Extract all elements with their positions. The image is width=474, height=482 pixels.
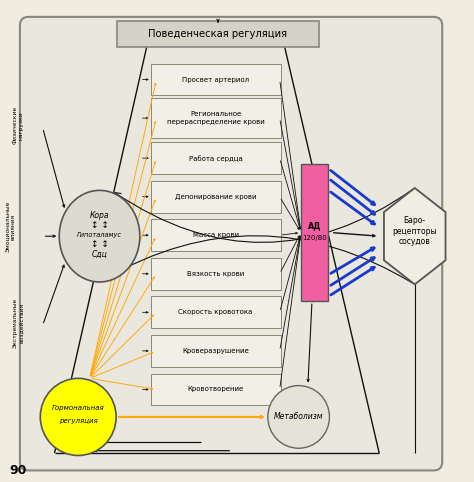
Text: Экстремальные
воздействия: Экстремальные воздействия — [13, 298, 23, 348]
Text: регуляция: регуляция — [59, 418, 98, 424]
FancyBboxPatch shape — [151, 142, 281, 174]
Text: Сдц: Сдц — [91, 250, 108, 259]
Text: Кровотворение: Кровотворение — [188, 387, 244, 392]
Text: Баро-: Баро- — [404, 216, 426, 225]
FancyBboxPatch shape — [151, 335, 281, 367]
FancyBboxPatch shape — [151, 296, 281, 328]
Text: Вязкость крови: Вязкость крови — [187, 271, 244, 277]
FancyBboxPatch shape — [117, 21, 319, 47]
Circle shape — [40, 378, 116, 455]
Text: ↕ ↕: ↕ ↕ — [91, 241, 109, 249]
Text: 90: 90 — [9, 464, 27, 477]
Text: Региональное
перераспределение крови: Региональное перераспределение крови — [167, 111, 264, 125]
Text: сосудов: сосудов — [399, 238, 430, 246]
Circle shape — [268, 386, 329, 448]
Text: Кроверазрушение: Кроверазрушение — [182, 348, 249, 354]
Text: Метаболизм: Метаболизм — [274, 413, 323, 421]
Text: Депонирование крови: Депонирование крови — [175, 194, 256, 200]
Text: рецепторы: рецепторы — [392, 227, 437, 236]
Text: Просвет артериол: Просвет артериол — [182, 77, 249, 82]
FancyBboxPatch shape — [151, 219, 281, 251]
FancyBboxPatch shape — [20, 17, 442, 470]
Text: АД: АД — [308, 221, 321, 230]
Bar — [301, 164, 328, 301]
Text: Работа сердца: Работа сердца — [189, 155, 243, 161]
FancyBboxPatch shape — [151, 181, 281, 213]
Text: Физические
нагрузки: Физические нагрузки — [13, 106, 23, 145]
FancyBboxPatch shape — [151, 98, 281, 138]
Text: Кора: Кора — [90, 212, 109, 220]
FancyBboxPatch shape — [151, 64, 281, 95]
Polygon shape — [384, 188, 446, 284]
Text: Эмоциональные
влияния: Эмоциональные влияния — [5, 201, 16, 252]
Text: Масса крови: Масса крови — [192, 232, 239, 238]
Text: Скорость кровотока: Скорость кровотока — [179, 309, 253, 315]
Text: Гипоталамус: Гипоталамус — [77, 232, 122, 238]
Text: Гормональная: Гормональная — [52, 405, 105, 411]
FancyBboxPatch shape — [151, 374, 281, 405]
Ellipse shape — [59, 190, 140, 282]
Text: Поведенческая регуляция: Поведенческая регуляция — [148, 29, 288, 39]
FancyBboxPatch shape — [151, 258, 281, 290]
Text: ↕ ↕: ↕ ↕ — [91, 221, 109, 230]
Text: 120/80: 120/80 — [302, 235, 327, 241]
